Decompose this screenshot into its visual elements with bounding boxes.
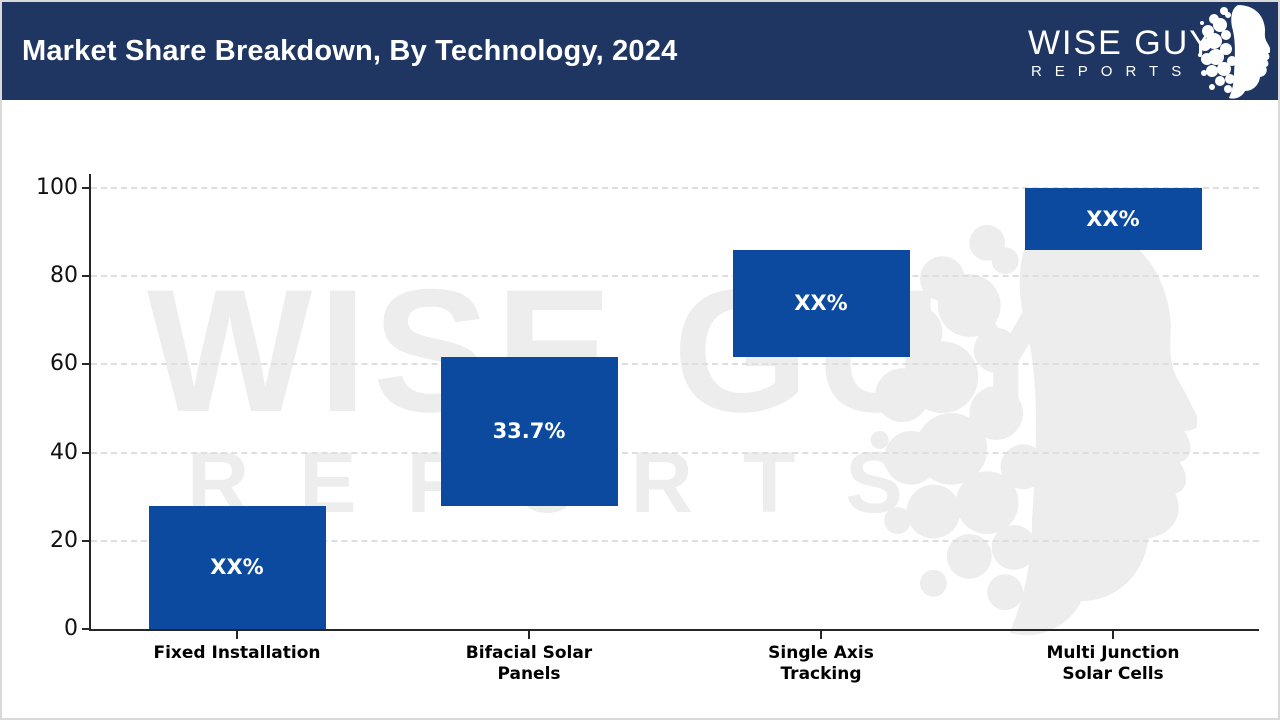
bar-segment: XX% bbox=[148, 505, 326, 629]
x-category-label: Single Axis Tracking bbox=[675, 643, 967, 685]
gridline bbox=[91, 363, 1259, 366]
y-tick-label: 80 bbox=[50, 263, 78, 289]
bar-value-label: XX% bbox=[794, 291, 848, 316]
x-tick-mark bbox=[236, 631, 238, 639]
x-category-label-line: Single Axis bbox=[768, 643, 874, 663]
y-tick-label: 20 bbox=[50, 527, 78, 553]
bar-value-label: XX% bbox=[210, 555, 264, 580]
bar-value-label: 33.7% bbox=[492, 419, 566, 444]
x-tick-mark bbox=[528, 631, 530, 639]
x-category-label-line: Fixed Installation bbox=[153, 643, 321, 663]
gridline bbox=[91, 539, 1259, 542]
gridline bbox=[91, 275, 1259, 278]
y-tick-label: 40 bbox=[50, 439, 78, 465]
x-category-label-line: Tracking bbox=[780, 664, 862, 684]
x-category-label-line: Panels bbox=[497, 664, 561, 684]
y-tick-label: 100 bbox=[36, 175, 78, 200]
logo-wordmark: WISE GUY REPORTS bbox=[1028, 26, 1214, 79]
x-tick-mark bbox=[820, 631, 822, 639]
bar-segment: 33.7% bbox=[440, 356, 618, 506]
chart-title: Market Share Breakdown, By Technology, 2… bbox=[22, 34, 678, 67]
wiseguy-logo: WISE GUY REPORTS bbox=[1028, 2, 1270, 100]
x-axis-line bbox=[89, 629, 1259, 631]
y-axis-line bbox=[89, 174, 91, 631]
logo-wordmark-line2: REPORTS bbox=[1030, 62, 1195, 80]
y-tick-mark bbox=[82, 539, 90, 542]
y-tick-label: 0 bbox=[64, 616, 78, 641]
x-category-label-line: Bifacial Solar bbox=[465, 643, 593, 663]
y-tick-label: 60 bbox=[50, 351, 78, 377]
bar-value-label: XX% bbox=[1086, 206, 1140, 231]
gridline bbox=[91, 187, 1259, 189]
x-category-label-line: Solar Cells bbox=[1062, 664, 1164, 684]
y-tick-mark bbox=[82, 187, 90, 189]
x-tick-mark bbox=[1112, 631, 1114, 639]
y-tick-mark bbox=[82, 628, 90, 630]
x-category-label: Fixed Installation bbox=[91, 643, 383, 664]
x-category-label: Multi Junction Solar Cells bbox=[967, 643, 1259, 685]
bar-segment: XX% bbox=[1024, 188, 1202, 250]
y-tick-mark bbox=[82, 275, 90, 278]
bar-segment: XX% bbox=[732, 249, 910, 357]
y-tick-mark bbox=[82, 363, 90, 366]
header-bar: Market Share Breakdown, By Technology, 2… bbox=[2, 2, 1278, 100]
x-category-label: Bifacial Solar Panels bbox=[383, 643, 675, 685]
x-category-label-line: Multi Junction bbox=[1046, 643, 1180, 663]
gridline bbox=[91, 451, 1259, 454]
wiseguy-head-icon bbox=[1198, 5, 1270, 99]
logo-wordmark-line1: WISE GUY bbox=[1027, 23, 1214, 62]
y-tick-mark bbox=[82, 451, 90, 454]
